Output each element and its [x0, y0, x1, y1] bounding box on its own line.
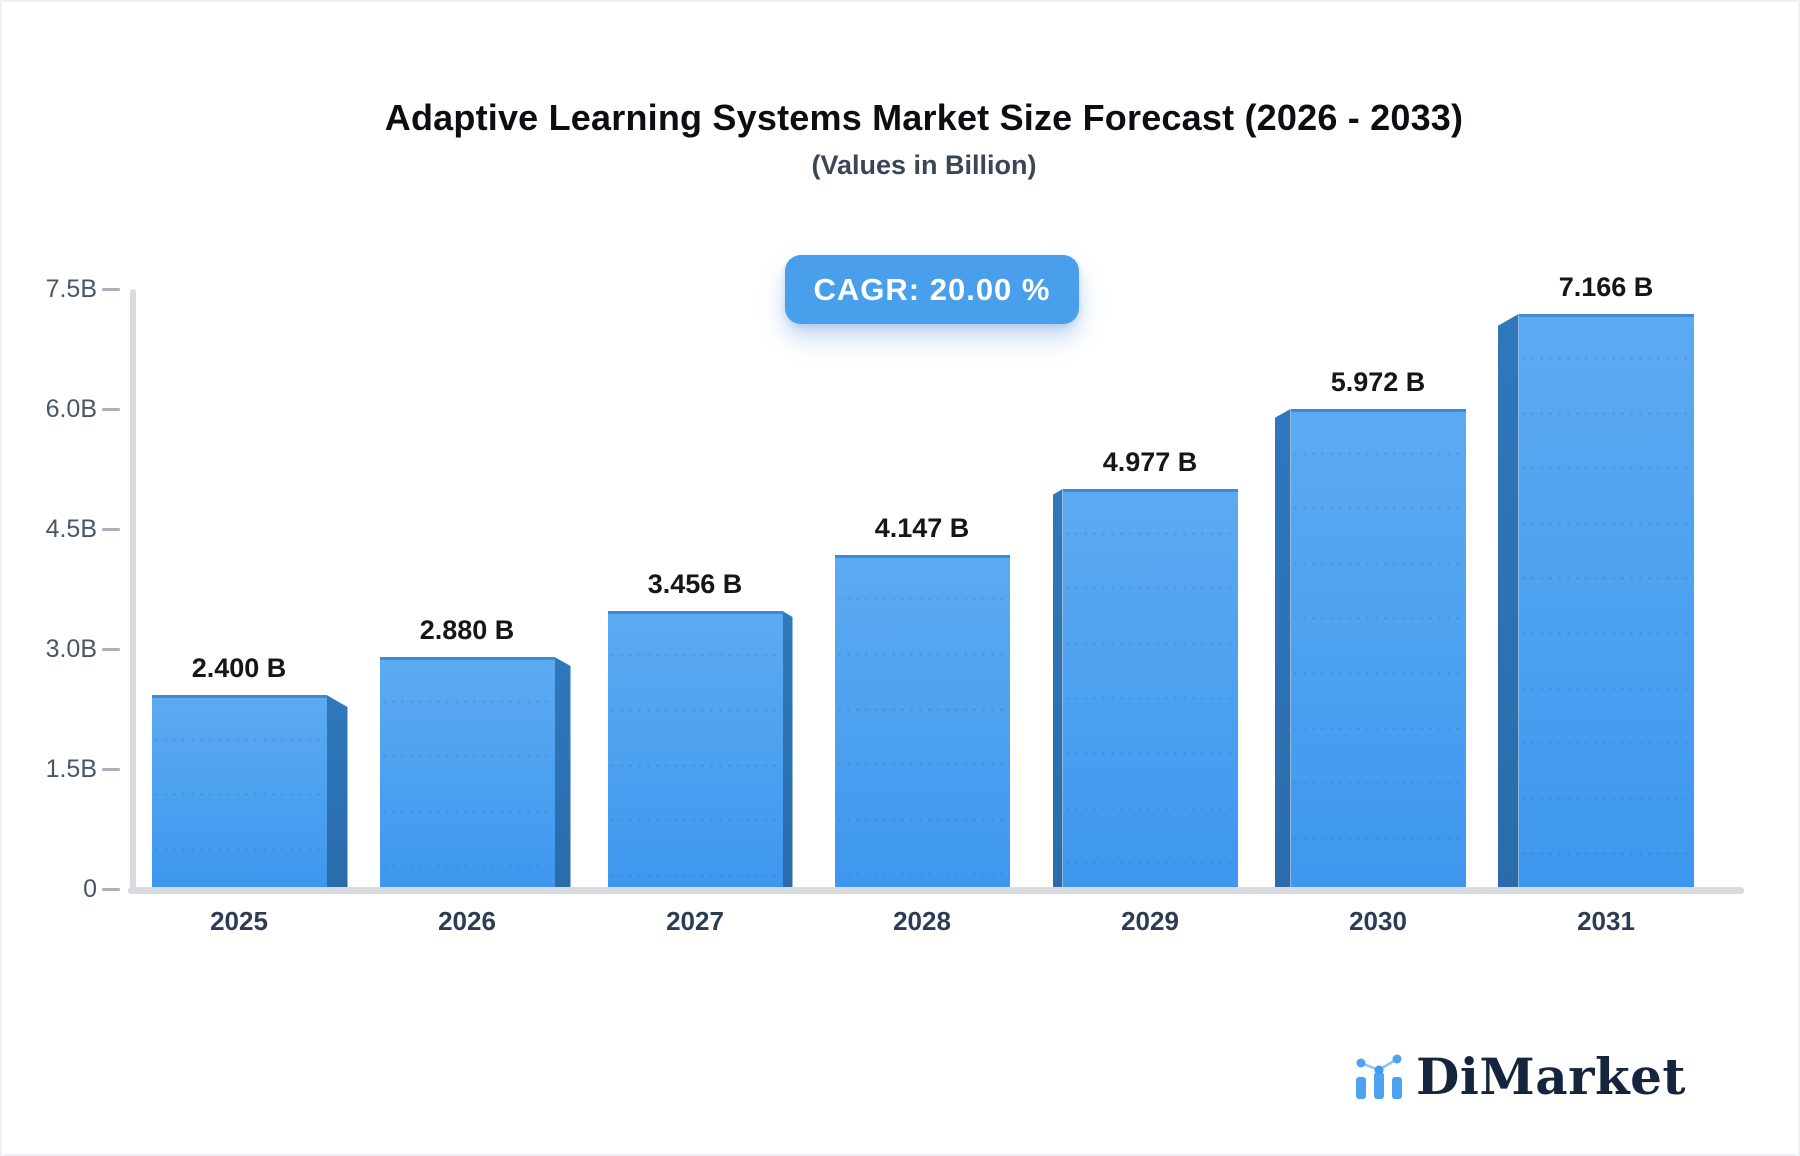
- bar-value-label: 5.972 B: [1330, 367, 1426, 397]
- y-axis-label: 0: [83, 875, 97, 903]
- x-axis-label: 2028: [893, 906, 951, 936]
- bar-value-label: 7.166 B: [1558, 272, 1654, 302]
- bar-2027: [607, 611, 783, 887]
- bar-3d-side: [326, 695, 348, 887]
- y-axis-tick: [102, 287, 120, 291]
- y-axis-tick: [102, 767, 120, 771]
- bar-value-label: 4.147 B: [874, 513, 970, 543]
- x-axis-label: 2029: [1121, 906, 1179, 936]
- y-axis-tick: [102, 647, 120, 651]
- bar-chart-logo-icon: [1356, 1054, 1402, 1099]
- bar-value-label: 2.880 B: [419, 615, 515, 645]
- y-axis-tick: [102, 887, 120, 891]
- y-axis-label: 6.0B: [45, 395, 97, 423]
- bar-value-label: 2.400 B: [191, 653, 287, 683]
- bar-3d-side: [1497, 314, 1519, 887]
- bar-2026: [379, 657, 555, 887]
- bar-2031: [1518, 314, 1694, 887]
- x-axis-label: 2026: [438, 906, 496, 936]
- x-axis-label: 2025: [210, 906, 268, 936]
- y-axis-tick: [102, 407, 120, 411]
- bar-3d-side: [1274, 409, 1291, 887]
- bar-value-label: 4.977 B: [1102, 447, 1198, 477]
- y-axis-label: 3.0B: [45, 635, 97, 663]
- logo-text: DiMarket: [1416, 1047, 1686, 1106]
- cagr-badge-label: CAGR: 20.00 %: [813, 271, 1051, 307]
- bar-3d-side: [782, 611, 793, 887]
- chart-title: Adaptive Learning Systems Market Size Fo…: [384, 97, 1464, 138]
- chart-subtitle: (Values in Billion): [811, 150, 1037, 180]
- bar-2025: [151, 695, 327, 887]
- bar-2030: [1290, 409, 1466, 887]
- dimarket-logo: DiMarket: [1354, 1052, 1686, 1102]
- x-axis-label: 2031: [1577, 906, 1635, 936]
- x-axis-baseline: [128, 887, 1744, 894]
- bar-2029: [1062, 489, 1238, 887]
- y-axis-line: [130, 289, 136, 891]
- y-axis-tick: [102, 527, 120, 531]
- y-axis-label: 7.5B: [45, 275, 97, 303]
- bar-3d-side: [554, 657, 571, 887]
- chart-header: Adaptive Learning Systems Market Size Fo…: [24, 96, 1798, 182]
- cagr-badge: CAGR: 20.00 %: [785, 255, 1079, 324]
- bar-value-label: 3.456 B: [647, 569, 743, 599]
- bar-3d-side: [1052, 489, 1063, 887]
- y-axis-label: 1.5B: [45, 755, 97, 783]
- x-axis-label: 2027: [666, 906, 724, 936]
- y-axis-label: 4.5B: [45, 515, 97, 543]
- x-axis-label: 2030: [1349, 906, 1407, 936]
- bar-2028: [834, 555, 1010, 887]
